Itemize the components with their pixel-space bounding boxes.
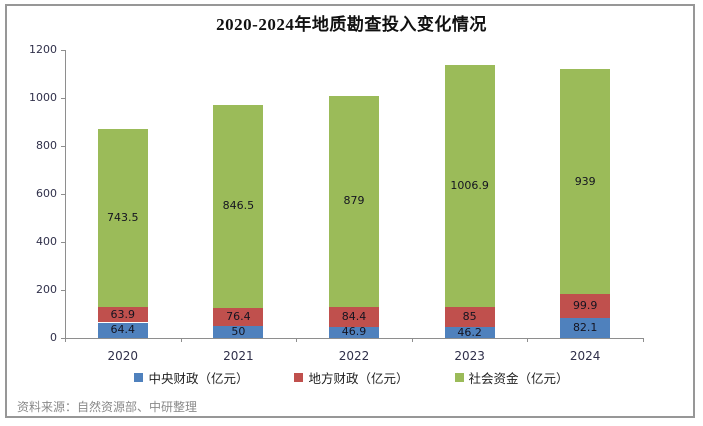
bar-value-label: 879 (343, 194, 365, 207)
y-tick-label: 800 (36, 139, 57, 152)
source-note: 资料来源：自然资源部、中研整理 (17, 400, 198, 414)
legend-label: 地方财政（亿元） (308, 371, 409, 386)
bar-segment-2020 (97, 322, 148, 338)
legend-swatch-icon (134, 373, 144, 382)
legend-label: 社会资金（亿元） (468, 371, 569, 386)
bar-value-label: 46.2 (457, 325, 482, 339)
bar-value-label: 939 (574, 174, 596, 188)
x-category-label: 2024 (569, 349, 601, 363)
bar-value-label: 1006.9 (450, 178, 489, 192)
bar-segment-2023 (444, 64, 495, 307)
bar-segment-2023 (444, 326, 495, 338)
x-category-label: 2022 (338, 349, 370, 363)
x-category-label: 2021 (223, 349, 254, 363)
legend-item: 社会资金（亿元） (454, 368, 569, 387)
y-axis-line (65, 50, 66, 338)
bar-value-label: 63.9 (110, 307, 136, 321)
x-axis-line (65, 338, 643, 339)
x-category-label: 2020 (107, 349, 139, 363)
x-tick-mark (527, 338, 529, 342)
y-tick-label: 600 (36, 187, 57, 200)
y-tick-label: 1200 (29, 43, 57, 56)
chart-title: 2020-2024年地质勘查投入变化情况 (216, 15, 487, 34)
legend-item: 中央财政（亿元） (134, 368, 248, 387)
bar-value-label: 76.4 (226, 309, 251, 323)
bar-value-label: 743.5 (107, 211, 139, 224)
legend-swatch-icon (454, 373, 464, 382)
x-category-label: 2023 (454, 349, 485, 363)
legend: 中央财政（亿元） 地方财政（亿元） 社会资金（亿元） (0, 368, 703, 387)
y-tick-mark (61, 146, 65, 147)
x-tick-mark (643, 338, 644, 342)
y-tick-mark (61, 194, 65, 195)
y-tick-mark (61, 98, 65, 99)
bar-segment-2024 (560, 294, 611, 319)
x-tick-mark (180, 338, 182, 342)
bar-segment-2024 (560, 69, 611, 295)
y-tick-mark (61, 50, 65, 51)
y-tick-mark (61, 242, 65, 243)
bar-segment-2024 (560, 318, 611, 338)
y-tick-mark (61, 290, 65, 291)
bar-value-label: 85 (462, 309, 477, 323)
x-tick-mark (411, 338, 413, 342)
bar-value-label: 99.9 (572, 299, 598, 313)
bar-segment-2020 (97, 128, 148, 308)
x-tick-mark (296, 338, 298, 342)
y-tick-label: 200 (36, 283, 57, 296)
bar-value-label: 846.5 (222, 199, 255, 213)
bar-value-label: 46.9 (341, 325, 367, 339)
bar-segment-2022 (329, 306, 379, 327)
bar-value-label: 50 (231, 325, 246, 338)
y-tick-label: 1000 (29, 91, 57, 104)
bar-segment-2020 (97, 307, 148, 323)
bar-segment-2023 (444, 306, 495, 327)
bar-value-label: 82.1 (572, 321, 598, 335)
bar-segment-2022 (329, 95, 379, 307)
bar-segment-2022 (329, 326, 379, 338)
bar-segment-2021 (213, 326, 264, 338)
bar-value-label: 84.4 (341, 309, 367, 323)
y-tick-label: 400 (36, 235, 57, 248)
bar-segment-2021 (213, 307, 264, 326)
legend-swatch-icon (294, 373, 304, 382)
y-tick-label: 0 (50, 331, 57, 344)
legend-item: 地方财政（亿元） (294, 368, 409, 387)
x-tick-mark (65, 338, 66, 342)
legend-label: 中央财政（亿元） (148, 371, 249, 386)
bar-segment-2021 (213, 104, 264, 308)
bar-value-label: 64.4 (110, 323, 136, 337)
y-tick-mark (61, 338, 65, 339)
